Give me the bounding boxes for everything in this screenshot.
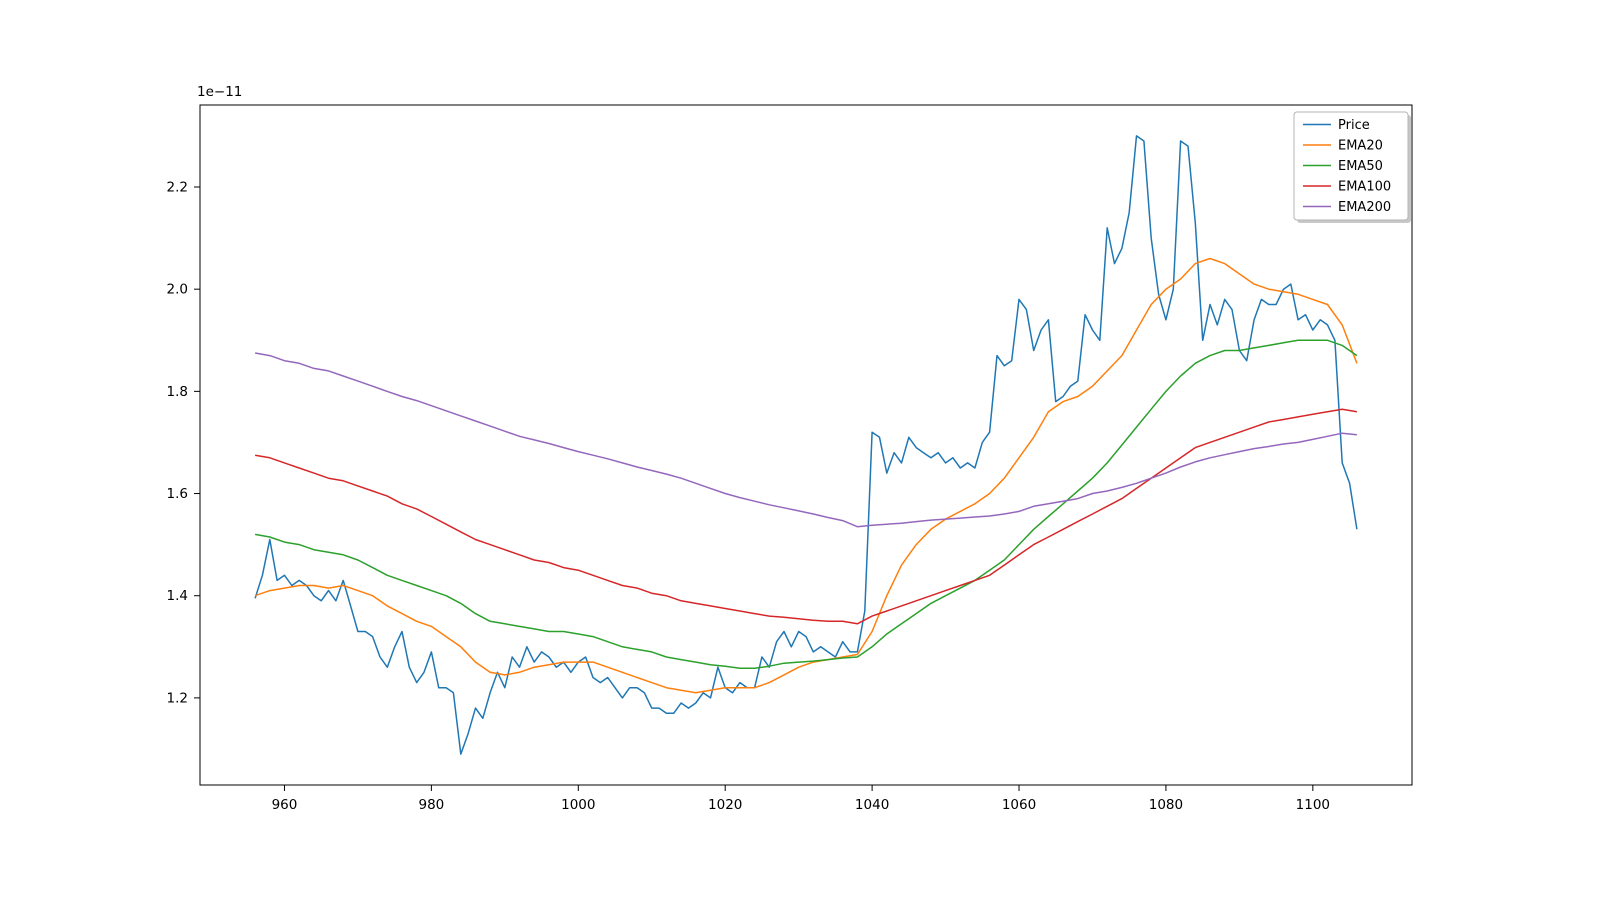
y-tick-label: 2.2 [167,179,188,195]
legend-label-ema200: EMA200 [1338,200,1391,215]
series-line-ema50 [254,339,1358,670]
y-tick-label: 1.4 [167,588,188,604]
x-tick-label: 960 [272,797,298,813]
legend-label-ema100: EMA100 [1338,180,1391,195]
y-tick-label: 1.2 [167,690,188,706]
series-line-price [254,135,1358,755]
y-tick-label: 1.8 [167,384,188,400]
legend-box [1293,111,1409,221]
x-tick-label: 1040 [855,797,889,813]
x-tick-label: 1080 [1149,797,1183,813]
x-tick-label: 1060 [1002,797,1036,813]
legend-label-ema50: EMA50 [1338,159,1383,174]
x-tick-label: 1100 [1296,797,1330,813]
legend-label-ema20: EMA20 [1338,139,1383,154]
series-line-ema100 [254,408,1358,625]
x-tick-label: 1020 [708,797,742,813]
plot-area [199,104,1413,786]
x-tick-label: 980 [418,797,444,813]
x-tick-label: 1000 [561,797,595,813]
series-line-ema20 [254,257,1358,694]
y-tick-label: 1.6 [167,486,188,502]
axis-offset-text: 1e−11 [197,84,242,100]
series-line-ema200 [254,352,1357,528]
y-tick-label: 2.0 [167,282,188,298]
legend-label-price: Price [1338,118,1370,133]
